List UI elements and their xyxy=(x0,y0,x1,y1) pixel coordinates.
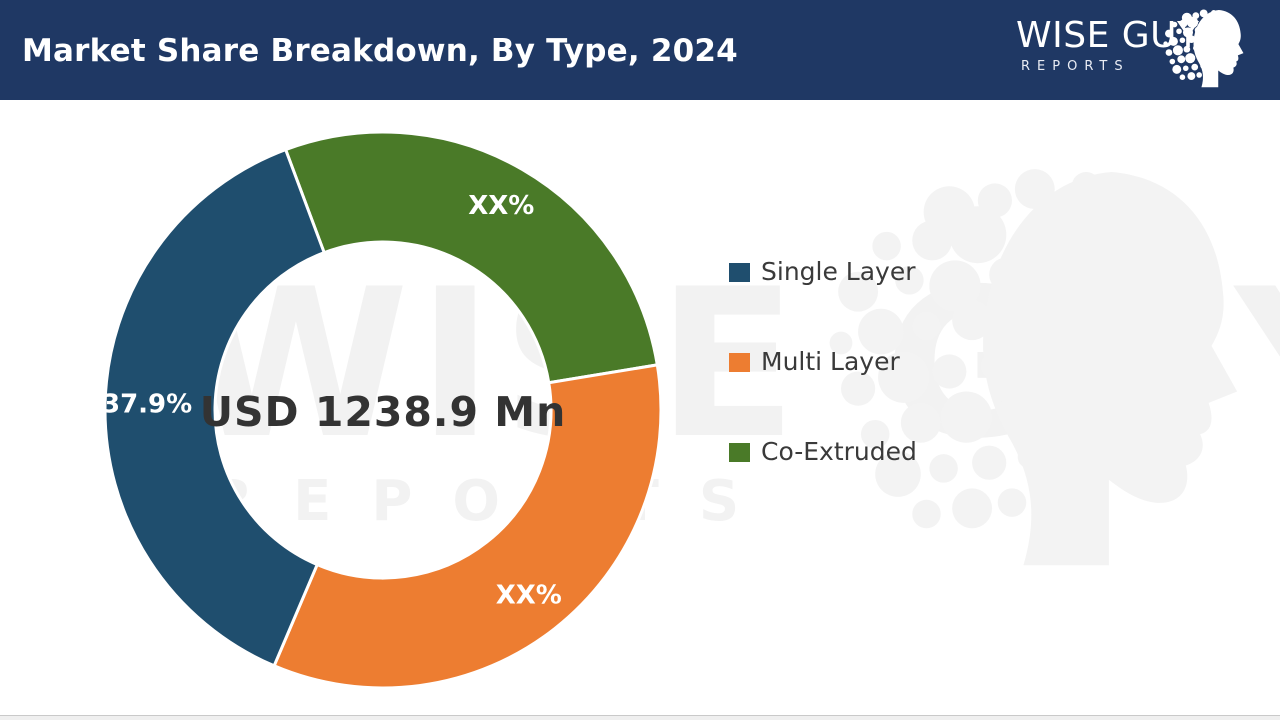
logo-wordmark: WISE GUY xyxy=(1016,15,1200,56)
legend-item-co-extruded: Co-Extruded xyxy=(729,438,917,466)
legend-item-multi-layer: Multi Layer xyxy=(729,348,917,376)
legend-item-single-layer: Single Layer xyxy=(729,258,917,286)
legend-label: Co-Extruded xyxy=(761,437,917,466)
header-bar: Market Share Breakdown, By Type, 2024 WI… xyxy=(0,0,1280,100)
chart-area: WISE GUY REPORTS XX% XX% 37.9% USD 1238.9 … xyxy=(0,100,1280,716)
legend-label: Single Layer xyxy=(761,257,916,286)
legend-label: Multi Layer xyxy=(761,347,900,376)
slice-label-single-layer: 37.9% xyxy=(102,390,192,420)
legend: Single Layer Multi Layer Co-Extruded xyxy=(729,258,917,528)
legend-swatch-multi-layer xyxy=(729,352,750,372)
logo-sub-wordmark: REPORTS xyxy=(1021,59,1130,74)
slice-label-co-extruded: XX% xyxy=(468,191,534,221)
watermark-face-dots-icon xyxy=(829,169,1238,566)
brand-logo: WISE GUY REPORTS xyxy=(1014,6,1268,94)
legend-swatch-co-extruded xyxy=(729,442,750,462)
slice-multi-layer xyxy=(272,363,663,690)
center-value: USD 1238.9 Mn xyxy=(200,388,567,436)
donut-chart: XX% XX% 37.9% USD 1238.9 Mn xyxy=(102,130,663,690)
face-dots-icon xyxy=(1163,9,1244,88)
slice-label-multi-layer: XX% xyxy=(496,581,562,611)
footer-bar xyxy=(0,715,1280,720)
legend-swatch-single-layer xyxy=(729,262,750,282)
slice-co-extruded xyxy=(284,130,659,385)
brand-logo-svg: WISE GUY REPORTS xyxy=(1016,9,1244,88)
page-title: Market Share Breakdown, By Type, 2024 xyxy=(22,33,738,69)
slice-single-layer xyxy=(103,148,326,668)
